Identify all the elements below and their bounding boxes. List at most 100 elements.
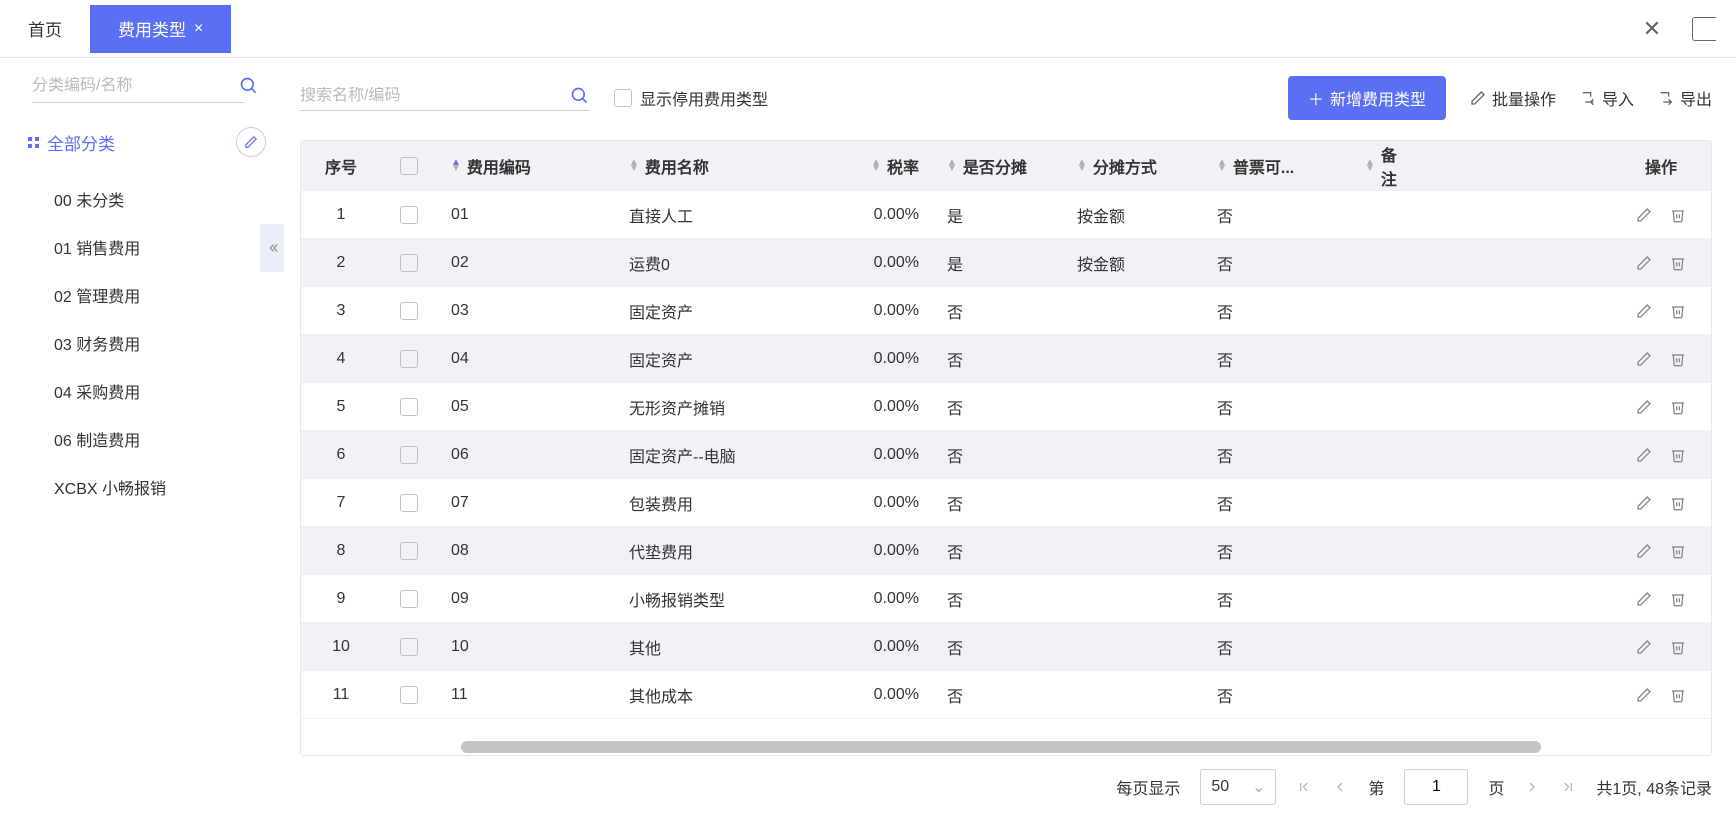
sidebar-category-item[interactable]: 01 销售费用	[28, 223, 268, 271]
cell-remark	[1351, 575, 1421, 622]
delete-row-icon[interactable]	[1670, 255, 1686, 271]
sort-icon: ▲▼	[629, 160, 639, 172]
cell-remark	[1351, 623, 1421, 670]
prev-page-icon[interactable]	[1332, 779, 1348, 795]
sidebar-category-item[interactable]: 06 制造费用	[28, 415, 268, 463]
cell-remark	[1351, 287, 1421, 334]
th-name[interactable]: ▲▼ 费用名称	[615, 141, 825, 191]
delete-row-icon[interactable]	[1670, 447, 1686, 463]
tab-expense-type[interactable]: 费用类型 ×	[90, 5, 231, 53]
delete-row-icon[interactable]	[1670, 687, 1686, 703]
search-icon[interactable]	[570, 86, 590, 106]
row-checkbox[interactable]	[381, 479, 437, 526]
edit-row-icon[interactable]	[1636, 207, 1652, 223]
th-code[interactable]: ▲▼ 费用编码	[437, 141, 615, 191]
category-list: 00 未分类01 销售费用02 管理费用03 财务费用04 采购费用06 制造费…	[28, 175, 268, 511]
row-checkbox[interactable]	[381, 383, 437, 430]
delete-row-icon[interactable]	[1670, 303, 1686, 319]
cell-is-fentan: 否	[933, 575, 1063, 622]
per-page-select[interactable]: 50 ⌄	[1200, 769, 1276, 805]
edit-row-icon[interactable]	[1636, 543, 1652, 559]
row-checkbox[interactable]	[381, 671, 437, 718]
first-page-icon[interactable]	[1296, 779, 1312, 795]
cell-is-fentan: 否	[933, 431, 1063, 478]
delete-row-icon[interactable]	[1670, 207, 1686, 223]
row-checkbox[interactable]	[381, 431, 437, 478]
sidebar-search-input[interactable]	[32, 77, 239, 95]
tab-expense-type-label: 费用类型	[118, 16, 186, 41]
pagination-summary: 共1页, 48条记录	[1596, 775, 1712, 799]
fullscreen-icon[interactable]	[1692, 17, 1716, 41]
sidebar-category-item[interactable]: 02 管理费用	[28, 271, 268, 319]
export-link[interactable]: 导出	[1658, 86, 1712, 110]
next-page-icon[interactable]	[1524, 779, 1540, 795]
delete-row-icon[interactable]	[1670, 399, 1686, 415]
edit-categories-button[interactable]	[236, 127, 266, 157]
row-checkbox[interactable]	[381, 623, 437, 670]
edit-row-icon[interactable]	[1636, 687, 1652, 703]
all-categories[interactable]: 全部分类	[28, 130, 115, 155]
cell-pupiao: 否	[1203, 431, 1351, 478]
cell-action	[1611, 479, 1711, 526]
delete-row-icon[interactable]	[1670, 639, 1686, 655]
cell-name: 直接人工	[615, 191, 825, 238]
tab-close-icon[interactable]: ×	[194, 20, 203, 38]
batch-operation-link[interactable]: 批量操作	[1470, 86, 1556, 110]
cell-fentan-method	[1063, 671, 1203, 718]
search-icon[interactable]	[239, 76, 259, 96]
cell-fentan-method	[1063, 431, 1203, 478]
sidebar-category-item[interactable]: XCBX 小畅报销	[28, 463, 268, 511]
tab-home[interactable]: 首页	[0, 5, 90, 53]
th-remark[interactable]: ▲▼ 备注	[1351, 141, 1421, 191]
edit-row-icon[interactable]	[1636, 399, 1652, 415]
row-checkbox[interactable]	[381, 287, 437, 334]
th-is-fentan[interactable]: ▲▼ 是否分摊	[933, 141, 1063, 191]
page-input[interactable]	[1404, 769, 1468, 805]
edit-row-icon[interactable]	[1636, 255, 1652, 271]
sidebar-category-item[interactable]: 00 未分类	[28, 175, 268, 223]
cell-code: 02	[437, 239, 615, 286]
th-index[interactable]: 序号	[301, 141, 381, 191]
main-search-input[interactable]	[300, 87, 570, 105]
import-link[interactable]: 导入	[1580, 86, 1634, 110]
th-pupiao[interactable]: ▲▼ 普票可...	[1203, 141, 1351, 191]
row-checkbox[interactable]	[381, 335, 437, 382]
close-all-tabs-icon[interactable]: ✕	[1632, 9, 1672, 49]
row-checkbox[interactable]	[381, 527, 437, 574]
collapse-sidebar-icon[interactable]	[260, 224, 284, 272]
cell-is-fentan: 否	[933, 479, 1063, 526]
edit-row-icon[interactable]	[1636, 495, 1652, 511]
per-page-label: 每页显示	[1116, 775, 1180, 799]
th-rate[interactable]: ▲▼ 税率	[825, 141, 933, 191]
edit-row-icon[interactable]	[1636, 591, 1652, 607]
sidebar-category-item[interactable]: 04 采购费用	[28, 367, 268, 415]
row-checkbox[interactable]	[381, 239, 437, 286]
edit-row-icon[interactable]	[1636, 351, 1652, 367]
cell-pupiao: 否	[1203, 287, 1351, 334]
cell-index: 6	[301, 431, 381, 478]
cell-is-fentan: 是	[933, 239, 1063, 286]
plus-icon: ＋	[1308, 86, 1324, 110]
delete-row-icon[interactable]	[1670, 495, 1686, 511]
delete-row-icon[interactable]	[1670, 591, 1686, 607]
sort-icon: ▲▼	[1365, 160, 1375, 172]
delete-row-icon[interactable]	[1670, 543, 1686, 559]
cell-is-fentan: 否	[933, 671, 1063, 718]
row-checkbox[interactable]	[381, 575, 437, 622]
last-page-icon[interactable]	[1560, 779, 1576, 795]
add-expense-type-button[interactable]: ＋ 新增费用类型	[1288, 76, 1446, 120]
delete-row-icon[interactable]	[1670, 351, 1686, 367]
edit-icon	[1470, 90, 1486, 106]
edit-row-icon[interactable]	[1636, 639, 1652, 655]
cell-code: 08	[437, 527, 615, 574]
th-checkbox[interactable]	[381, 141, 437, 191]
show-disabled-checkbox[interactable]: 显示停用费用类型	[614, 86, 768, 110]
edit-row-icon[interactable]	[1636, 447, 1652, 463]
horizontal-scrollbar[interactable]	[301, 739, 1711, 755]
th-fentan-method[interactable]: ▲▼ 分摊方式	[1063, 141, 1203, 191]
edit-row-icon[interactable]	[1636, 303, 1652, 319]
cell-action	[1611, 335, 1711, 382]
row-checkbox[interactable]	[381, 191, 437, 238]
cell-pupiao: 否	[1203, 671, 1351, 718]
sidebar-category-item[interactable]: 03 财务费用	[28, 319, 268, 367]
